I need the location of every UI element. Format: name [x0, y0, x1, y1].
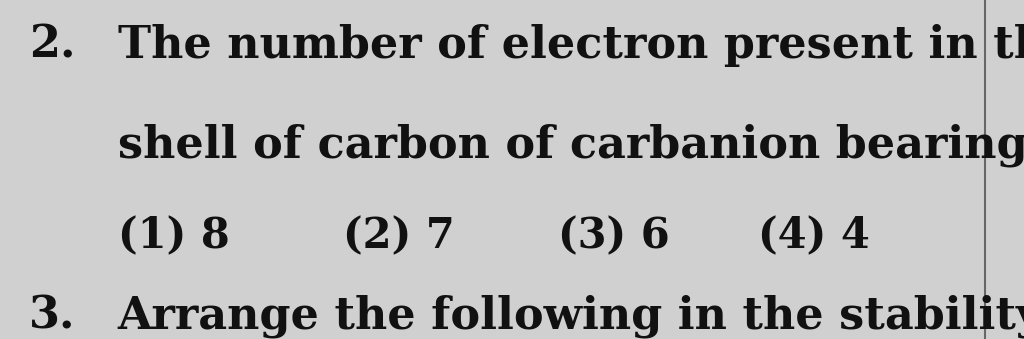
Text: (4) 4: (4) 4 — [758, 215, 869, 257]
Text: (2) 7: (2) 7 — [343, 215, 455, 257]
Text: The number of electron present in the valence: The number of electron present in the va… — [118, 24, 1024, 67]
Text: (3) 6: (3) 6 — [558, 215, 670, 257]
Text: shell of carbon of carbanion bearing –ve charge: shell of carbon of carbanion bearing –ve… — [118, 124, 1024, 167]
Text: 3.: 3. — [29, 295, 75, 338]
Text: Arrange the following in the stability order :: Arrange the following in the stability o… — [118, 295, 1024, 338]
Text: (1) 8: (1) 8 — [118, 215, 229, 257]
Text: 2.: 2. — [29, 24, 75, 67]
